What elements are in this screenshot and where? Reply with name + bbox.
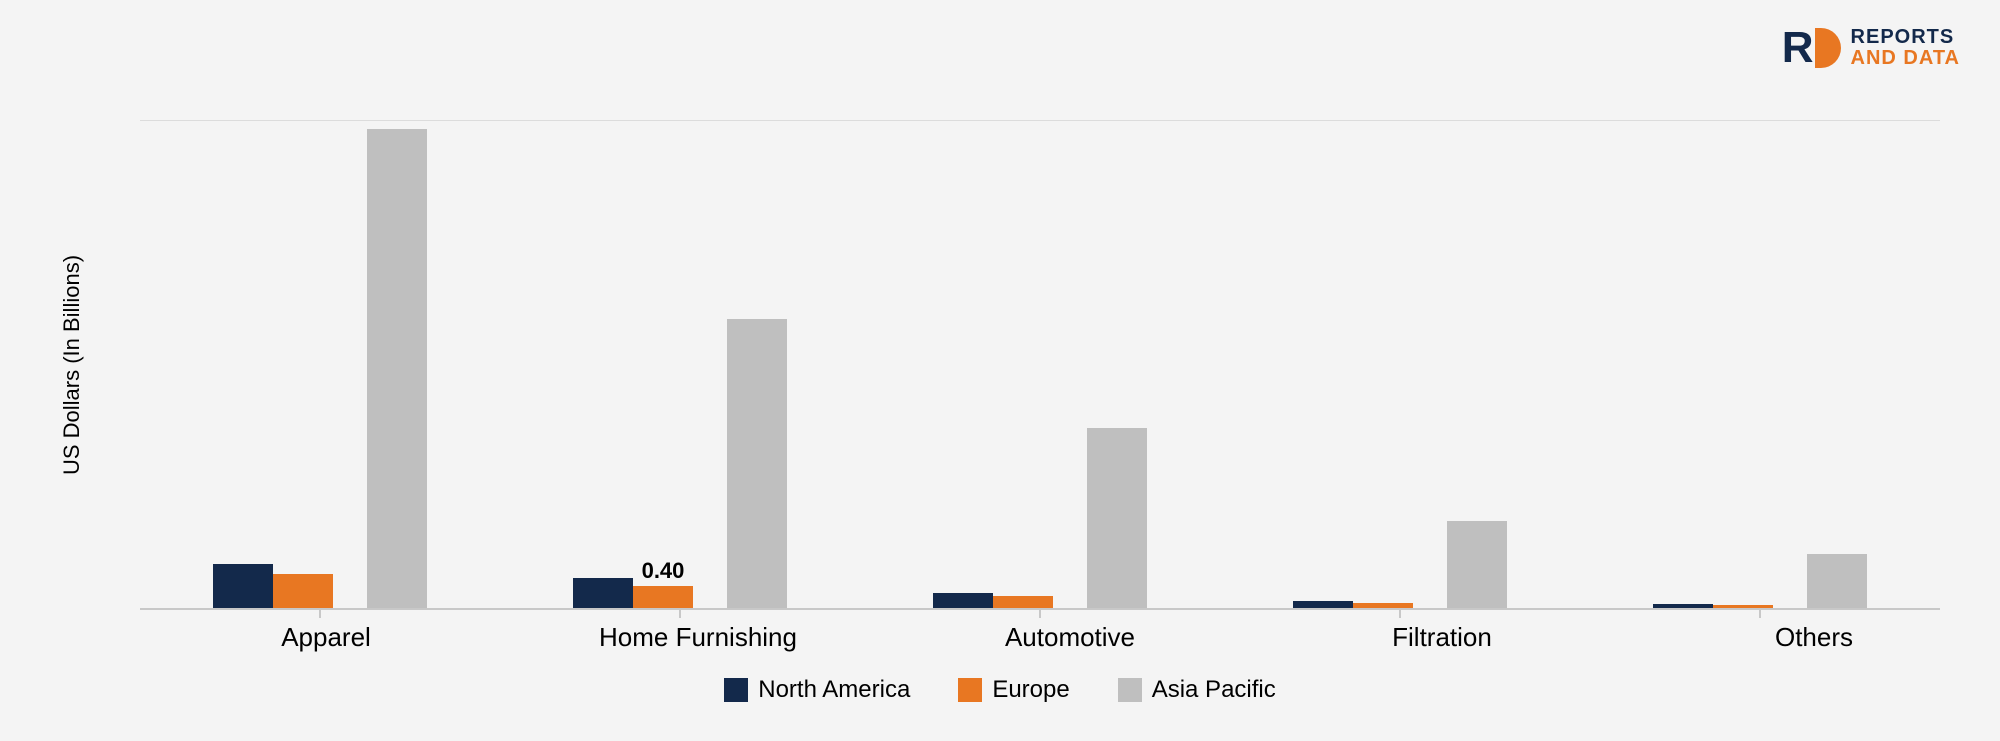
x-axis-label: Apparel bbox=[140, 622, 512, 653]
bar bbox=[1353, 603, 1413, 608]
x-tick bbox=[1039, 608, 1041, 618]
x-axis-label: Automotive bbox=[884, 622, 1256, 653]
bar bbox=[213, 564, 273, 608]
chart: US Dollars (In Billions) 0.40 bbox=[80, 120, 1940, 610]
category-group bbox=[140, 120, 500, 608]
bar bbox=[273, 574, 333, 608]
x-tick bbox=[679, 608, 681, 618]
bar-value-label: 0.40 bbox=[642, 558, 685, 584]
category-group bbox=[1220, 120, 1580, 608]
legend-item: Europe bbox=[958, 676, 1069, 704]
legend-label: Asia Pacific bbox=[1152, 676, 1276, 704]
x-axis-labels: ApparelHome FurnishingAutomotiveFiltrati… bbox=[140, 622, 2000, 653]
bar bbox=[727, 319, 787, 608]
bar bbox=[933, 593, 993, 608]
x-axis-label: Filtration bbox=[1256, 622, 1628, 653]
category-group bbox=[1580, 120, 1940, 608]
bar bbox=[1447, 521, 1507, 608]
bar bbox=[993, 596, 1053, 608]
logo-letter-r: R bbox=[1782, 26, 1812, 70]
x-tick bbox=[1399, 608, 1401, 618]
logo-line2: AND DATA bbox=[1851, 48, 1960, 69]
category-group bbox=[860, 120, 1220, 608]
bar bbox=[1293, 601, 1353, 608]
bar bbox=[1807, 554, 1867, 608]
plot-area: 0.40 bbox=[140, 120, 1940, 610]
bar: 0.40 bbox=[633, 586, 693, 608]
legend-item: North America bbox=[724, 676, 910, 704]
x-tick bbox=[1759, 608, 1761, 618]
logo-shape-d bbox=[1815, 28, 1841, 68]
legend-item: Asia Pacific bbox=[1118, 676, 1276, 704]
bar bbox=[1087, 428, 1147, 608]
legend: North America Europe Asia Pacific bbox=[0, 676, 2000, 704]
logo-mark: R bbox=[1782, 26, 1841, 70]
x-tick bbox=[319, 608, 321, 618]
brand-logo: R REPORTS AND DATA bbox=[1782, 26, 1960, 70]
bar bbox=[573, 578, 633, 608]
legend-label: North America bbox=[758, 676, 910, 704]
legend-swatch bbox=[958, 678, 982, 702]
bar bbox=[367, 129, 427, 608]
category-group: 0.40 bbox=[500, 120, 860, 608]
legend-swatch bbox=[1118, 678, 1142, 702]
x-axis-label: Others bbox=[1628, 622, 2000, 653]
bar bbox=[1653, 604, 1713, 608]
x-axis-label: Home Furnishing bbox=[512, 622, 884, 653]
legend-swatch bbox=[724, 678, 748, 702]
legend-label: Europe bbox=[992, 676, 1069, 704]
logo-line1: REPORTS bbox=[1851, 27, 1960, 48]
logo-text: REPORTS AND DATA bbox=[1851, 27, 1960, 69]
bar bbox=[1713, 605, 1773, 608]
y-axis-label: US Dollars (In Billions) bbox=[59, 255, 85, 475]
